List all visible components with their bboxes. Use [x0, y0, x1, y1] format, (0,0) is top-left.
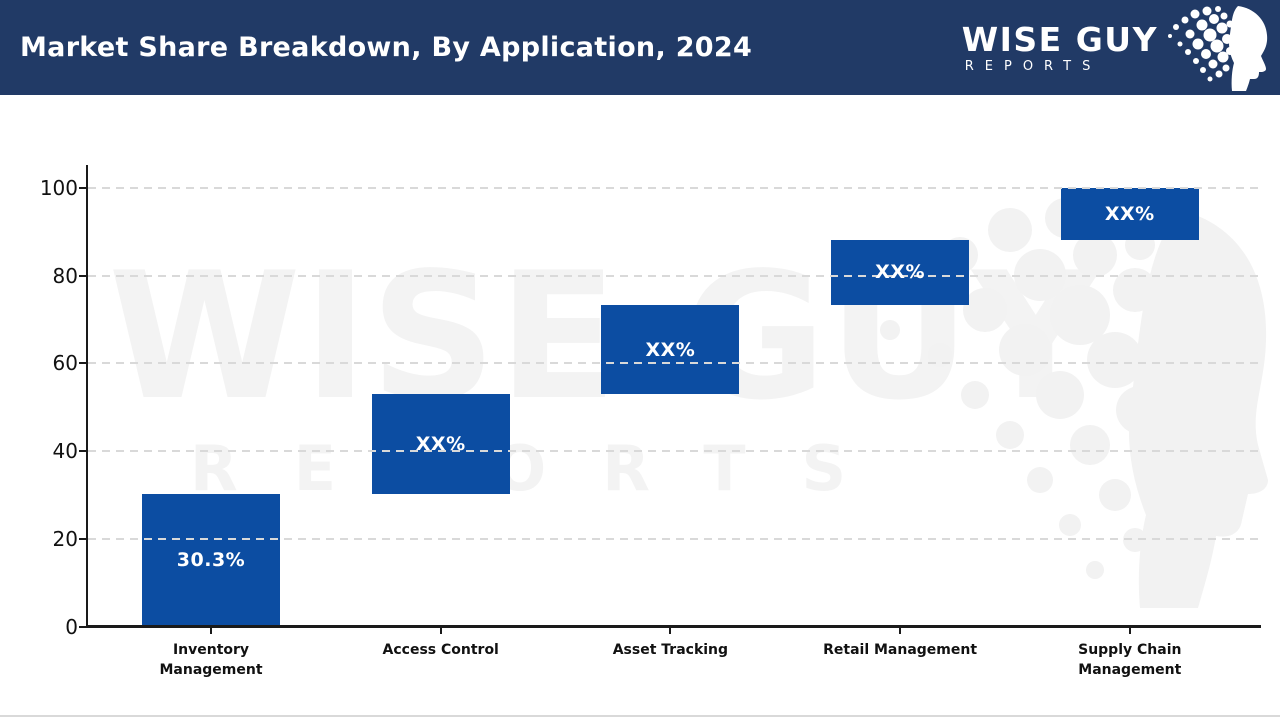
- bar-1: [371, 394, 510, 494]
- market-share-chart: 0 20 40 60 80 100 30.3% Inventory Management XX%…: [0, 95, 1280, 712]
- face-profile-icon: [1168, 5, 1268, 91]
- logo-wordmark: WISE GUY: [961, 19, 1158, 59]
- y-tick-label: 40: [52, 439, 78, 464]
- y-tick-40: [79, 450, 87, 453]
- x-tick-2: [669, 627, 672, 634]
- wise-guy-reports-logo: WISE GUY REPORTS: [962, 4, 1280, 92]
- gridline-20: [88, 537, 1258, 540]
- x-tick-0: [210, 627, 212, 634]
- gridline-80: [88, 274, 1258, 277]
- y-tick-20: [79, 537, 87, 540]
- y-tick-label: 20: [52, 526, 78, 551]
- category-label: Asset Tracking: [612, 642, 729, 658]
- bar-value-label: XX%: [415, 432, 466, 455]
- x-tick-3: [899, 627, 902, 634]
- y-tick-label: 60: [52, 351, 78, 376]
- y-tick-label: 0: [65, 614, 78, 639]
- gridline-60: [88, 362, 1258, 365]
- bar-value-label: XX%: [1104, 202, 1155, 225]
- bar-value-label: XX%: [645, 338, 696, 361]
- page-title: Market Share Breakdown, By Application, …: [20, 32, 753, 63]
- x-tick-1: [439, 627, 442, 634]
- x-axis: [86, 625, 1261, 628]
- y-tick-100: [79, 187, 87, 189]
- gridline-100: [88, 187, 1258, 189]
- watermark-subtitle: REPORTS: [190, 432, 903, 505]
- y-axis: [86, 165, 88, 627]
- bar-0: [142, 493, 280, 627]
- bar-value-label: 30.3%: [176, 549, 246, 572]
- category-label: Retail Management: [823, 642, 978, 658]
- y-tick-label: 100: [39, 176, 78, 200]
- gridline-40: [88, 450, 1258, 453]
- category-label: Access Control: [382, 642, 499, 658]
- bar-value-label: XX%: [875, 261, 926, 284]
- category-label: Inventory Management: [159, 642, 263, 679]
- logo-text: WISE GUY REPORTS: [962, 23, 1158, 73]
- y-tick-80: [79, 274, 87, 277]
- footer-rule: [0, 715, 1280, 717]
- bar-2: [601, 305, 740, 395]
- category-label: Supply Chain Management: [1078, 642, 1182, 679]
- logo-subtitle: REPORTS: [964, 58, 1102, 74]
- y-tick-0: [79, 625, 87, 628]
- bar-3: [831, 239, 970, 306]
- bar-4: [1060, 188, 1199, 240]
- x-tick-4: [1128, 627, 1131, 634]
- header-bar: Market Share Breakdown, By Application, …: [0, 0, 1280, 95]
- y-tick-label: 80: [52, 263, 78, 288]
- y-tick-60: [79, 362, 87, 365]
